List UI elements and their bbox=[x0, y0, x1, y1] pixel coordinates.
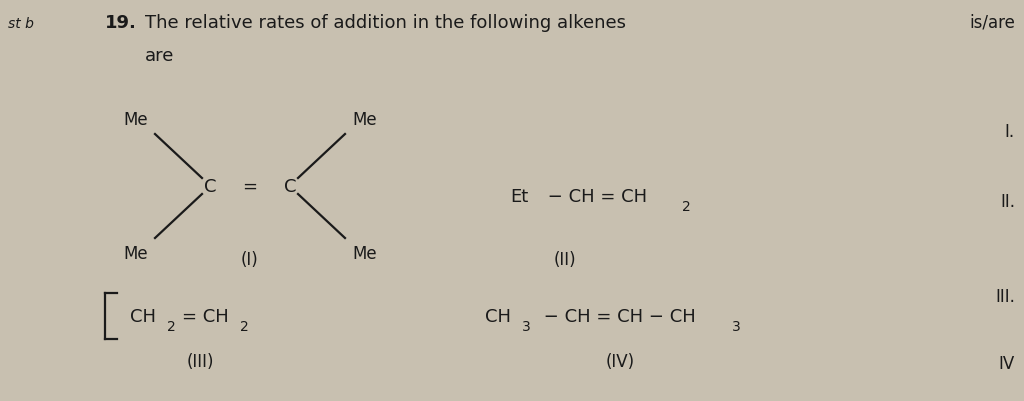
Text: IV: IV bbox=[998, 354, 1015, 372]
Text: (II): (II) bbox=[554, 250, 577, 268]
Text: I.: I. bbox=[1005, 123, 1015, 141]
Text: 3: 3 bbox=[732, 319, 740, 333]
Text: =: = bbox=[243, 178, 257, 196]
Text: C: C bbox=[204, 178, 216, 196]
Text: is/are: is/are bbox=[969, 14, 1015, 32]
Text: Me: Me bbox=[352, 244, 377, 262]
Text: 2: 2 bbox=[240, 319, 249, 333]
Text: are: are bbox=[145, 47, 174, 65]
Text: 2: 2 bbox=[167, 319, 176, 333]
Text: (IV): (IV) bbox=[605, 352, 635, 370]
Text: − CH = CH − CH: − CH = CH − CH bbox=[538, 307, 695, 325]
Text: 2: 2 bbox=[682, 200, 691, 213]
Text: 19.: 19. bbox=[105, 14, 137, 32]
Text: Me: Me bbox=[123, 244, 148, 262]
Text: Et: Et bbox=[510, 188, 528, 205]
Text: CH: CH bbox=[485, 307, 511, 325]
Text: = CH: = CH bbox=[182, 307, 228, 325]
Text: II.: II. bbox=[1000, 192, 1015, 211]
Text: C: C bbox=[284, 178, 296, 196]
Text: Me: Me bbox=[123, 111, 148, 129]
Text: (I): (I) bbox=[241, 250, 259, 268]
Text: st b: st b bbox=[8, 17, 34, 31]
Text: The relative rates of addition in the following alkenes: The relative rates of addition in the fo… bbox=[145, 14, 626, 32]
Text: − CH = CH: − CH = CH bbox=[542, 188, 647, 205]
Text: III.: III. bbox=[995, 287, 1015, 305]
Text: 3: 3 bbox=[522, 319, 530, 333]
Text: CH: CH bbox=[130, 307, 156, 325]
Text: Me: Me bbox=[352, 111, 377, 129]
Text: (III): (III) bbox=[186, 352, 214, 370]
